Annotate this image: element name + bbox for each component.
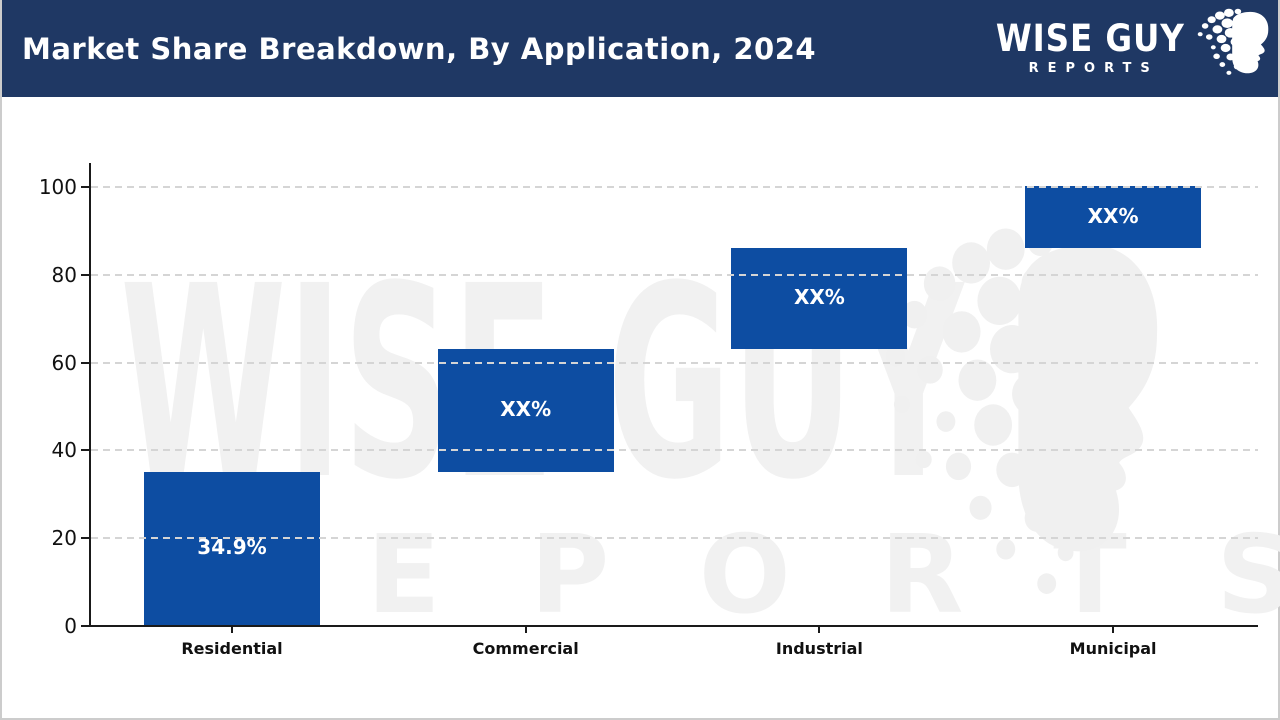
- y-tick-mark: [81, 186, 89, 188]
- y-tick-mark: [81, 449, 89, 452]
- bar-municipal: [1025, 186, 1202, 248]
- x-tick-label: Commercial: [472, 639, 579, 658]
- bar-industrial: [731, 247, 908, 349]
- y-tick-label: 0: [64, 614, 77, 638]
- x-tick-label: Residential: [181, 639, 283, 658]
- bar-value-label: 34.9%: [197, 535, 267, 560]
- page-title: Market Share Breakdown, By Application, …: [22, 31, 817, 66]
- gridline: [91, 273, 1258, 276]
- header-bar: Market Share Breakdown, By Application, …: [2, 0, 1278, 97]
- waterfall-chart: 0 20 40 60 80 100 34.9% Residential XX% Commercia…: [2, 97, 1278, 718]
- y-tick-mark: [81, 361, 89, 364]
- bar-value-label: XX%: [1087, 203, 1139, 228]
- x-axis-line: [89, 625, 1258, 627]
- bar-value-label: XX%: [500, 397, 552, 422]
- y-tick-mark: [81, 273, 89, 276]
- y-axis-line: [89, 163, 91, 627]
- x-tick-mark: [231, 627, 233, 633]
- x-tick-label: Municipal: [1069, 639, 1157, 658]
- x-tick-mark: [818, 627, 821, 633]
- y-tick-mark: [81, 537, 89, 540]
- x-tick-label: Industrial: [775, 639, 863, 658]
- wiseguy-logo: WISE GUY REPORTS: [996, 0, 1270, 97]
- gridline: [91, 361, 1258, 364]
- wiseguy-logo-text: WISE GUY REPORTS: [983, 20, 1198, 75]
- wiseguy-logo-name: WISE GUY: [996, 17, 1186, 60]
- y-tick-label: 60: [51, 350, 77, 375]
- gridline: [91, 186, 1258, 188]
- wiseguy-logo-subtitle: REPORTS: [1028, 61, 1159, 76]
- y-tick-mark: [81, 625, 89, 627]
- bar-residential: [144, 471, 320, 625]
- gridline: [91, 537, 1258, 540]
- y-tick-label: 80: [51, 262, 77, 287]
- gridline: [91, 449, 1258, 452]
- x-tick-mark: [524, 627, 527, 633]
- y-tick-label: 100: [38, 175, 77, 199]
- x-tick-mark: [1112, 627, 1115, 633]
- wiseguy-dotted-face-icon: [1197, 8, 1269, 75]
- bar-value-label: XX%: [793, 285, 845, 310]
- y-tick-label: 40: [51, 438, 77, 463]
- y-tick-label: 20: [51, 526, 77, 551]
